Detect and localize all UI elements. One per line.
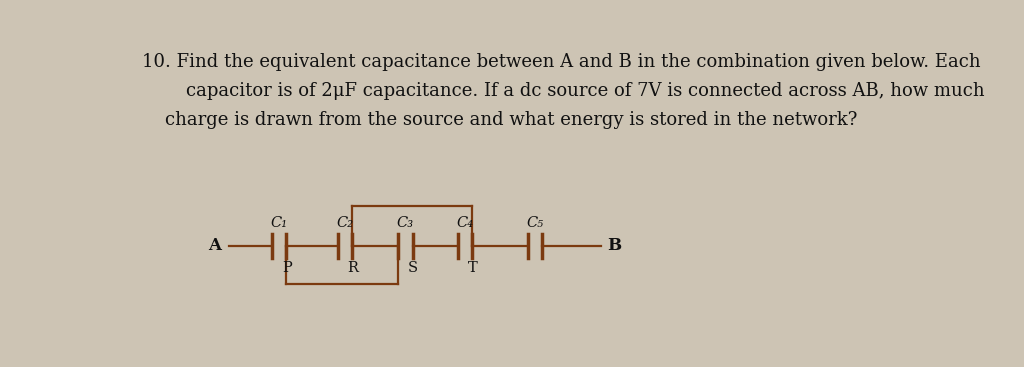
Text: R: R — [347, 261, 358, 275]
Text: C₄: C₄ — [457, 217, 474, 230]
Text: C₃: C₃ — [397, 217, 414, 230]
Text: B: B — [607, 237, 622, 254]
Text: 10. Find the equivalent capacitance between A and B in the combination given bel: 10. Find the equivalent capacitance betw… — [142, 53, 981, 71]
Text: P: P — [282, 261, 292, 275]
Text: charge is drawn from the source and what energy is stored in the network?: charge is drawn from the source and what… — [142, 111, 857, 129]
Text: C₅: C₅ — [526, 217, 544, 230]
Text: S: S — [409, 261, 418, 275]
Text: C₁: C₁ — [270, 217, 288, 230]
Text: A: A — [208, 237, 221, 254]
Text: C₂: C₂ — [337, 217, 353, 230]
Text: capacitor is of 2μF capacitance. If a dc source of 7V is connected across AB, ho: capacitor is of 2μF capacitance. If a dc… — [163, 82, 984, 100]
Text: T: T — [468, 261, 478, 275]
